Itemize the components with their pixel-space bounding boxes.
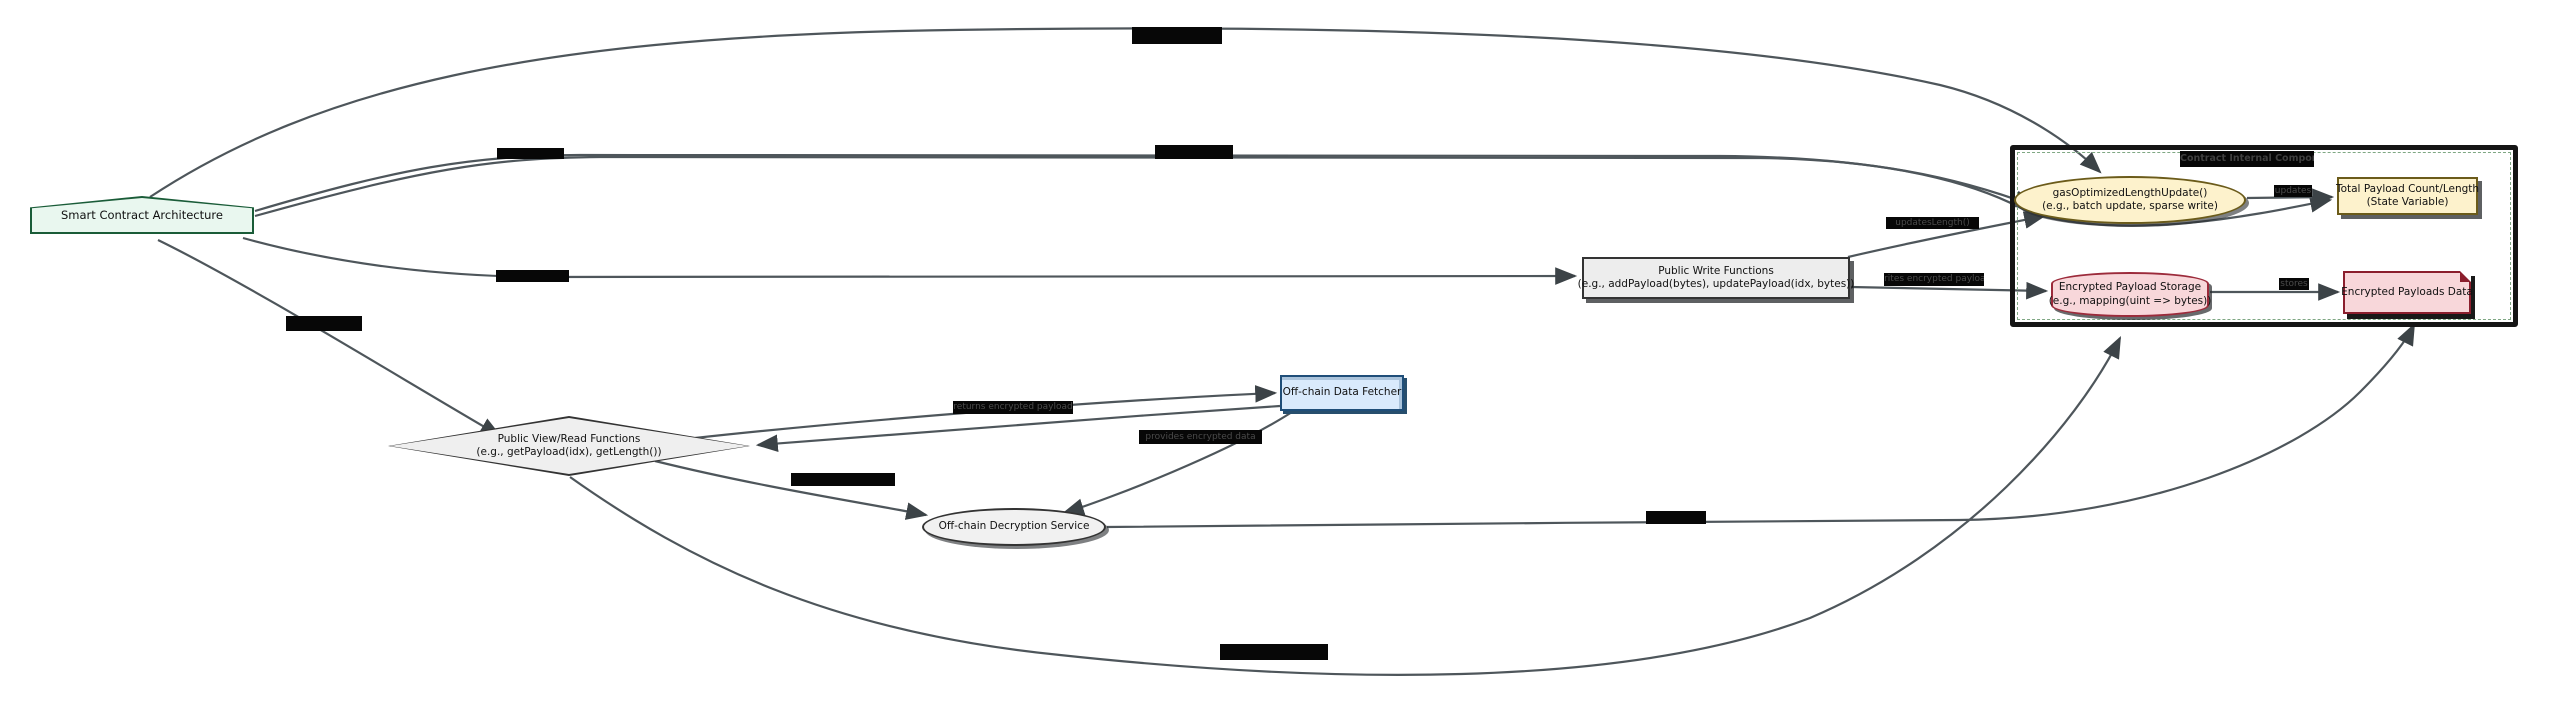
edge-view-to-storage-bottom-arc [569,336,2121,676]
node-label: (State Variable) [2366,196,2449,208]
node-label: Public Write Functions [1658,264,1774,277]
node-encrypted-data: Encrypted Payloads Data [2341,271,2473,314]
cluster-title: Contract Internal Components [2180,151,2314,167]
edge-label-lbl-stores: stores [2279,278,2309,290]
edge-decryption-to-data [1106,323,2415,529]
edge-write-to-gas [1847,211,2047,259]
edge-label-lbl-top-arc [1132,27,1222,44]
node-label: gasOptimizedLengthUpdate() [2052,186,2208,199]
node-label: Encrypted Payload Storage [2058,281,2202,294]
node-label: (e.g., getPayload(idx), getLength()) [476,446,662,458]
node-label: Total Payload Count/Length [2335,182,2480,195]
node-label: (e.g., addPayload(bytes), updatePayload(… [1577,278,1855,290]
node-label: (e.g., batch update, sparse write) [2042,200,2218,212]
node-decryption-service: Off-chain Decryption Service [922,508,1106,546]
edge-label-lbl-updates: updates [2274,185,2312,197]
edge-label-lbl-view-fetcher: returns encrypted payload [953,401,1073,414]
node-label: Public View/Read Functions [497,432,641,445]
edge-arch-to-gas-top-arc [149,27,2102,198]
edge-label-lbl-fetcher-decrypt: provides encrypted data [1139,430,1262,444]
node-label: Off-chain Decryption Service [938,520,1090,533]
edge-fetcher-to-decryption [1061,411,1293,516]
node-body: Smart Contract Architecture [32,198,252,232]
node-label: Encrypted Payloads Data [2341,285,2473,298]
node-encrypted-storage: Encrypted Payload Storage (e.g., mapping(… [2048,272,2212,317]
node-architecture: Smart Contract Architecture [30,196,254,234]
node-total-payload-count: Total Payload Count/Length (State Variabl… [2335,177,2480,215]
edge-label-lbl-arch-view [286,316,362,331]
note-dogear [2460,271,2471,282]
edge-view-to-decryption [654,459,929,520]
node-label: Smart Contract Architecture [61,207,223,222]
edge-label-lbl-write-gas: updatesLength() [1886,217,1979,229]
node-write-functions: Public Write Functions (e.g., addPayload(… [1578,257,1854,299]
node-label: Off-chain Data Fetcher [1282,386,1402,399]
node-data-fetcher: Off-chain Data Fetcher [1280,375,1404,411]
edge-write-to-storage [1850,281,2049,300]
edge-label-lbl-write-storage: writes encrypted payload [1884,273,1984,286]
cluster-contract-internal-components [2010,145,2518,327]
node-view-functions: Public View/Read Functions (e.g., getPayl… [388,416,750,476]
edge-label-lbl-arch-write [496,270,569,282]
edge-label-lbl-decrypt-data [1646,511,1706,524]
edge-label-lbl-bottom-arc [1220,644,1328,660]
edge-arch-to-gas-left [254,153,2037,213]
node-label: (e.g., mapping(uint => bytes)) [2048,294,2212,307]
node-gas-optimized-update: gasOptimizedLengthUpdate() (e.g., batch u… [2014,176,2246,224]
edge-arch-to-view [157,239,502,438]
edge-arch-to-total-count [254,155,2333,227]
node-body: Public View/Read Functions (e.g., getPayl… [390,418,748,474]
edge-label-lbl-view-decrypt [791,473,895,486]
edge-label-lbl-gas-left-b [1155,145,1233,159]
edge-label-lbl-gas-left-a [497,148,564,159]
edge-gas-to-total [2246,188,2335,207]
edge-fetcher-to-view [755,404,1281,453]
